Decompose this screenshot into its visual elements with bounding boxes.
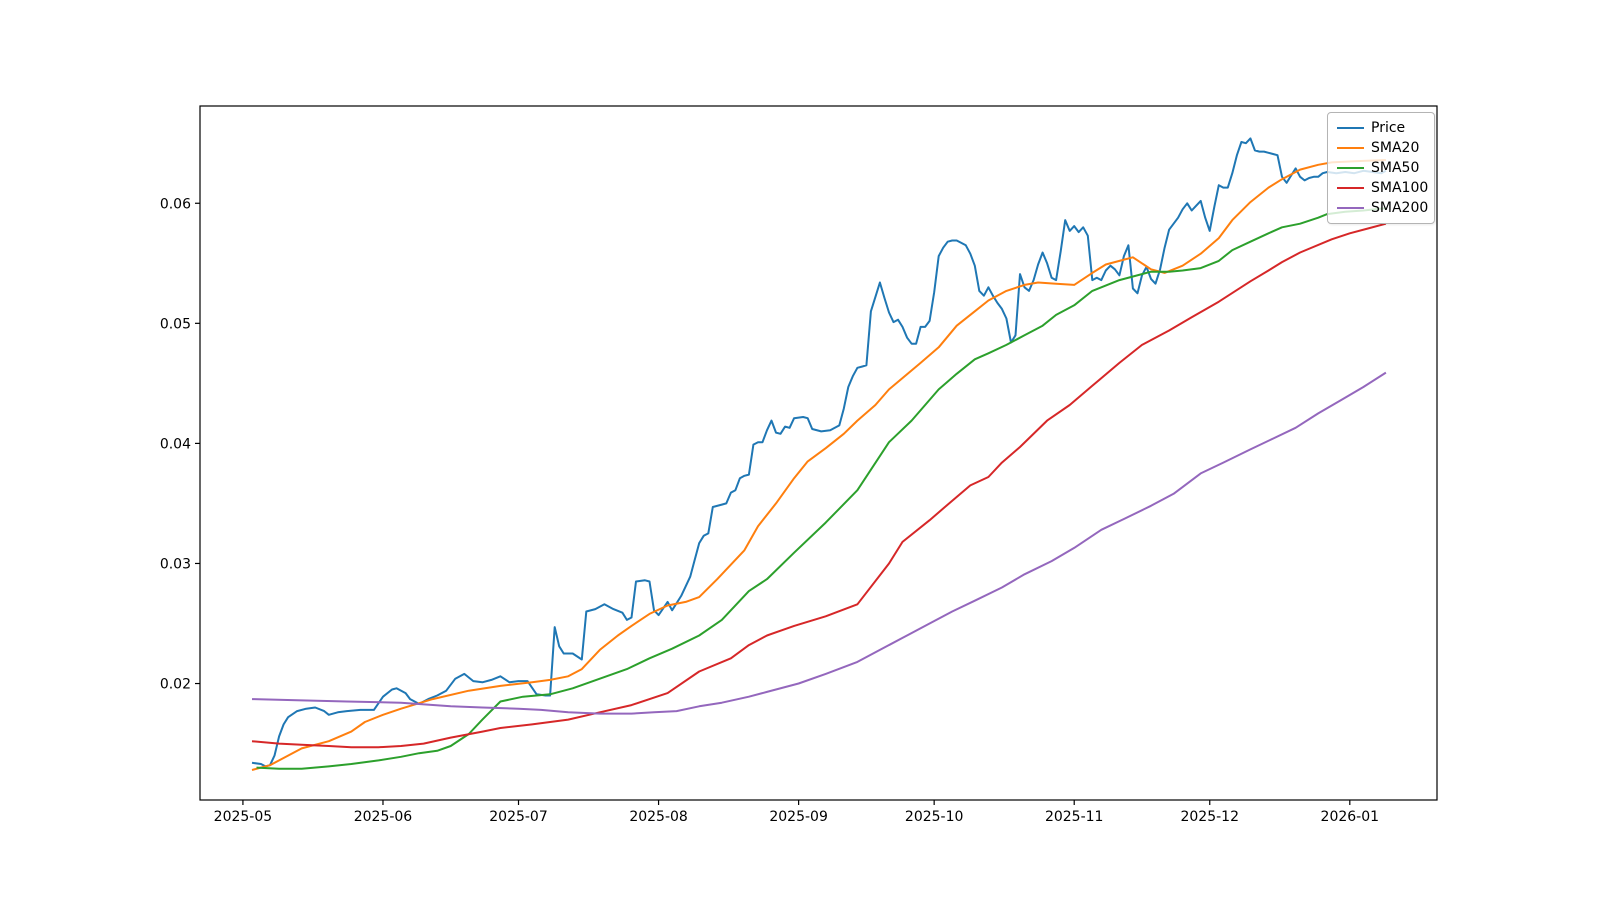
- legend-label: SMA50: [1371, 160, 1420, 176]
- legend-entry-sma200: SMA200: [1337, 198, 1429, 218]
- legend-entry-sma20: SMA20: [1337, 138, 1425, 158]
- legend: Price SMA20 SMA50 SMA100 SMA200: [1327, 112, 1435, 224]
- legend-label: SMA20: [1371, 140, 1420, 156]
- legend-line-swatch: [1337, 127, 1364, 129]
- x-tick-label: 2025-07: [489, 809, 548, 825]
- legend-label: Price: [1371, 120, 1406, 136]
- y-tick-label: 0.02: [160, 677, 191, 693]
- x-tick-label: 2025-11: [1045, 809, 1104, 825]
- legend-line-swatch: [1337, 187, 1364, 189]
- series-line-sma20: [251, 159, 1386, 771]
- x-tick-label: 2025-08: [629, 809, 688, 825]
- legend-label: SMA100: [1371, 180, 1429, 196]
- y-tick-label: 0.05: [160, 316, 191, 332]
- legend-line-swatch: [1337, 147, 1364, 149]
- legend-entry-price: Price: [1337, 118, 1425, 138]
- x-tick-label: 2025-12: [1180, 809, 1239, 825]
- y-tick-label: 0.03: [160, 556, 191, 572]
- legend-line-swatch: [1337, 167, 1364, 169]
- y-tick-label: 0.04: [160, 436, 191, 452]
- legend-entry-sma100: SMA100: [1337, 178, 1429, 198]
- series-line-sma50: [256, 207, 1387, 770]
- x-tick-label: 2025-06: [354, 809, 413, 825]
- series-line-sma200: [251, 371, 1387, 715]
- series-line-price: [251, 137, 1387, 768]
- legend-entry-sma50: SMA50: [1337, 158, 1425, 178]
- series-line-sma100: [251, 222, 1387, 749]
- legend-label: SMA200: [1371, 200, 1429, 216]
- y-tick-label: 0.06: [160, 196, 191, 212]
- x-tick-label: 2025-05: [214, 809, 273, 825]
- x-tick-label: 2025-10: [905, 809, 964, 825]
- plot-border: [199, 105, 1438, 801]
- x-tick-label: 2025-09: [769, 809, 828, 825]
- legend-line-swatch: [1337, 207, 1364, 209]
- x-tick-label: 2026-01: [1321, 809, 1380, 825]
